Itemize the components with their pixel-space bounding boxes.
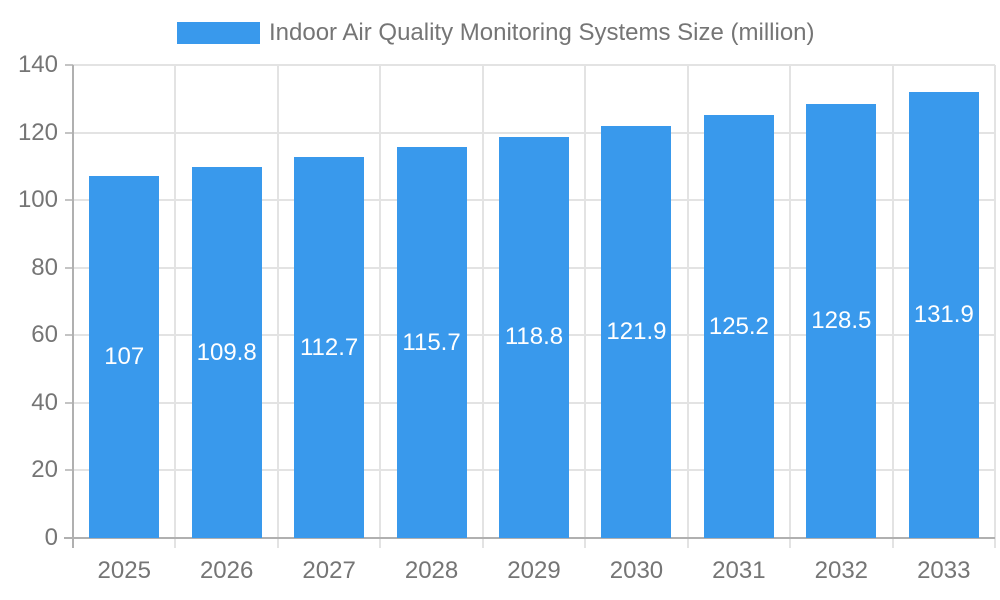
bar-value-label: 125.2 [708, 312, 769, 340]
y-axis-label: 60 [31, 321, 58, 349]
x-axis-label: 2025 [97, 557, 151, 584]
gridline-horizontal [73, 64, 995, 66]
y-axis-tick [65, 334, 73, 337]
legend-label: Indoor Air Quality Monitoring Systems Si… [269, 19, 815, 46]
x-axis-label: 2028 [404, 557, 459, 584]
bar-value-label: 118.8 [504, 323, 564, 351]
chart-legend: Indoor Air Quality Monitoring Systems Si… [177, 21, 815, 45]
x-axis-label: 2029 [507, 557, 561, 584]
gridline-vertical [379, 65, 382, 548]
y-axis-line [72, 65, 74, 548]
bar [499, 136, 569, 538]
gridline-vertical [174, 65, 177, 548]
bar [89, 176, 159, 538]
y-axis-label: 40 [31, 388, 58, 416]
bar-value-label: 112.7 [299, 333, 359, 361]
bar-value-label: 115.7 [402, 328, 461, 356]
y-axis-tick [65, 64, 73, 66]
y-axis-tick [65, 131, 73, 134]
gridline-vertical [891, 65, 894, 548]
gridline-vertical [789, 65, 792, 548]
y-axis-label: 80 [31, 253, 58, 281]
gridline-vertical [276, 65, 279, 548]
bar [397, 147, 467, 538]
bar [294, 157, 364, 538]
y-axis-label: 20 [31, 456, 58, 484]
bar [806, 103, 876, 538]
y-axis-tick [65, 199, 73, 202]
y-axis-label: 120 [17, 118, 58, 146]
x-axis-label: 2031 [712, 557, 766, 584]
bar [704, 115, 774, 538]
x-axis-line [64, 537, 995, 539]
gridline-vertical [686, 65, 689, 548]
y-axis-tick [65, 401, 73, 404]
gridline-vertical [994, 65, 996, 548]
bar [601, 126, 671, 538]
y-axis-tick [65, 266, 73, 269]
y-axis-label: 0 [44, 524, 58, 551]
bar-value-label: 107 [104, 343, 145, 371]
legend-swatch-icon [177, 22, 260, 44]
bar [909, 92, 979, 538]
x-axis-label: 2033 [917, 557, 971, 584]
bar-value-label: 109.8 [196, 338, 257, 366]
x-axis-label: 2030 [609, 557, 664, 584]
bar-value-label: 131.9 [913, 301, 974, 329]
gridline-vertical [481, 65, 484, 548]
y-axis-tick [65, 469, 73, 472]
y-axis-label: 140 [17, 51, 58, 78]
x-axis-label: 2026 [199, 557, 254, 584]
bar [192, 167, 262, 538]
bar-value-label: 121.9 [606, 318, 667, 346]
x-axis-label: 2032 [814, 557, 869, 584]
bar-value-label: 128.5 [811, 306, 872, 334]
gridline-horizontal [73, 131, 995, 134]
gridline-vertical [584, 65, 587, 548]
x-axis-label: 2027 [302, 557, 356, 584]
y-axis-label: 100 [17, 186, 58, 214]
